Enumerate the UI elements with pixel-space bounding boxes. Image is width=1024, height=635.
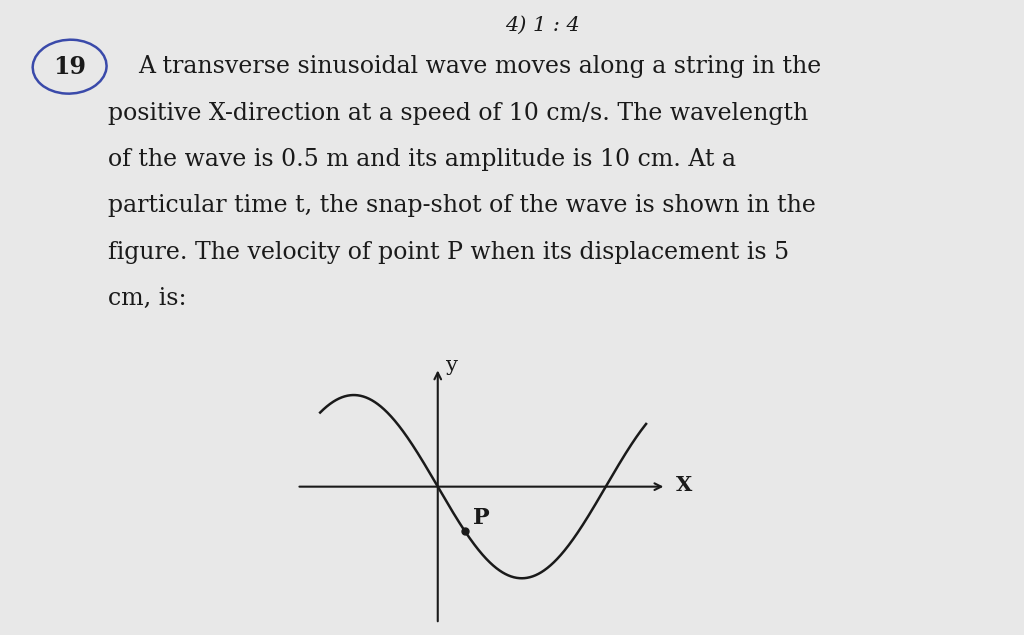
Text: X: X xyxy=(676,475,692,495)
Text: P: P xyxy=(473,507,489,529)
Text: figure. The velocity of point P when its displacement is 5: figure. The velocity of point P when its… xyxy=(108,241,788,264)
Text: positive X-direction at a speed of 10 cm/s. The wavelength: positive X-direction at a speed of 10 cm… xyxy=(108,102,808,124)
Text: A transverse sinusoidal wave moves along a string in the: A transverse sinusoidal wave moves along… xyxy=(138,55,821,78)
Text: particular time t, the snap-shot of the wave is shown in the: particular time t, the snap-shot of the … xyxy=(108,194,815,217)
Text: of the wave is 0.5 m and its amplitude is 10 cm. At a: of the wave is 0.5 m and its amplitude i… xyxy=(108,148,735,171)
Text: y: y xyxy=(446,356,458,375)
Text: 4) 1 : 4: 4) 1 : 4 xyxy=(506,16,580,35)
Text: cm, is:: cm, is: xyxy=(108,287,186,310)
Text: 19: 19 xyxy=(53,55,86,79)
